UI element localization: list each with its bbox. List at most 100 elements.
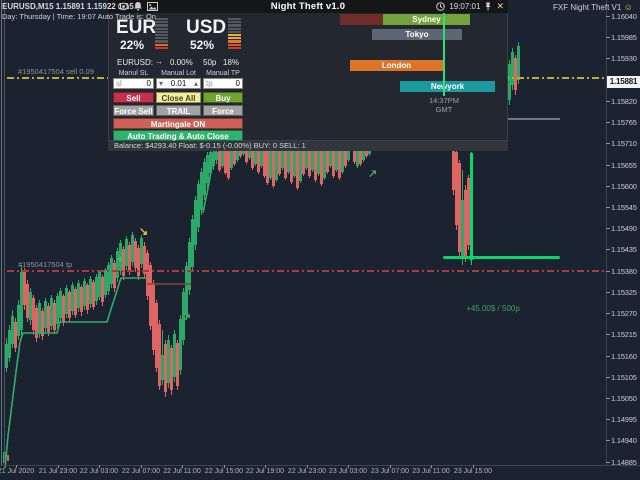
candle-body: [245, 150, 248, 162]
candle-body: [224, 150, 227, 173]
meter-segment: [228, 43, 241, 46]
image-icon[interactable]: [147, 2, 158, 11]
symbol-spread: 50p: [203, 58, 217, 67]
sl-input[interactable]: sl 0: [113, 78, 154, 89]
current-price-badge: 1.15881: [607, 76, 640, 88]
profit-target-label: +45.00$ / 500p: [466, 304, 520, 313]
time-tick-label: 22 Jul 19:00: [245, 468, 285, 475]
sell-button[interactable]: Sell: [113, 92, 154, 103]
candle-body: [137, 248, 140, 276]
candle-body: [263, 150, 266, 176]
candle-body: [341, 150, 344, 172]
mini-candle-marker2: [7, 455, 9, 461]
session-newyork[interactable]: Newyork: [400, 81, 495, 92]
meter-segment: [155, 27, 168, 30]
force-sell-button[interactable]: Force Sell: [113, 105, 154, 116]
buy-button[interactable]: Buy: [203, 92, 243, 103]
trail-button[interactable]: TRAIL: [156, 105, 201, 116]
price-tick: [606, 398, 610, 399]
price-tick: [606, 419, 610, 420]
tp-input[interactable]: tp 0: [203, 78, 243, 89]
eye-icon[interactable]: [118, 2, 129, 11]
candle-body: [170, 348, 173, 390]
time-tick-label: 22 Jul 15:00: [204, 468, 244, 475]
price-tick-label: 1.15490: [611, 224, 637, 233]
candle-body: [458, 163, 461, 252]
price-tick: [606, 58, 610, 59]
time-tick-label: 22 Jul 11:00: [163, 468, 201, 475]
price-tick: [606, 462, 610, 463]
meter-segment: [228, 27, 241, 30]
gray-level-line[interactable]: [505, 118, 560, 120]
bell-icon[interactable]: [134, 2, 142, 11]
session-tokyo[interactable]: Tokyo: [372, 29, 462, 40]
meter-segment: [228, 24, 241, 27]
ea-panel: EUR 22% USD 52% EURUSD: → 0.00% 50p 18% …: [108, 13, 508, 141]
meter-segment: [228, 18, 241, 21]
candle-body: [173, 334, 176, 377]
candle-body: [344, 150, 347, 166]
manual-lot-label: Manual Lot: [161, 70, 196, 77]
candle-body: [347, 150, 350, 160]
time-tick-label: 21 Jul 2020: [0, 468, 35, 475]
candle-body: [155, 303, 158, 368]
price-tick: [606, 37, 610, 38]
sl-value: 0: [146, 79, 151, 88]
meter-segment: [155, 46, 168, 49]
time-tick-label: 21 Jul 23:00: [38, 468, 78, 475]
candle-body: [146, 253, 149, 296]
candle-body: [464, 190, 467, 256]
candle-body: [311, 150, 314, 170]
candle-body: [185, 266, 188, 315]
candle-body: [194, 200, 197, 245]
candle-body: [251, 150, 254, 168]
session-sydney[interactable]: Sydney: [383, 14, 470, 25]
session-london[interactable]: London: [350, 60, 443, 71]
candle-body: [314, 150, 317, 180]
support-level-line[interactable]: [443, 256, 560, 259]
close-icon[interactable]: ✕: [496, 1, 504, 11]
session-stub[interactable]: [340, 14, 383, 25]
usd-strength: 52%: [190, 38, 215, 52]
signal-arrow-icon: ↘: [139, 226, 149, 238]
price-tick-label: 1.15270: [611, 309, 637, 318]
time-tick: [265, 465, 266, 468]
time-tick: [58, 465, 59, 468]
force-buy-button[interactable]: Force Buy: [203, 105, 243, 127]
candle-body: [305, 150, 308, 168]
take-profit-line[interactable]: [7, 270, 606, 272]
pin-icon[interactable]: [484, 2, 492, 11]
martingale-button[interactable]: Martingale ON: [113, 118, 243, 129]
close-all-button[interactable]: Close All: [156, 92, 201, 103]
symbol-ohlc-text: EURUSD,M15 1.15891 1.15922 1.15: [2, 2, 134, 11]
candle-body: [332, 150, 335, 176]
price-tick-label: 1.15160: [611, 352, 637, 361]
candle-body: [152, 283, 155, 350]
candle-body: [257, 150, 260, 172]
candle-body: [452, 150, 455, 190]
usd-strength-meter: [228, 18, 241, 49]
candle-body: [113, 263, 116, 288]
candle-body: [122, 249, 125, 276]
candle-body: [514, 58, 517, 90]
auto-trading-button[interactable]: Auto Trading & Auto Close: [113, 130, 243, 141]
price-tick: [606, 101, 610, 102]
candle-body: [323, 150, 326, 178]
candle-body: [317, 150, 320, 174]
candle-body: [128, 245, 131, 271]
lot-increase-icon[interactable]: ▴: [193, 79, 198, 88]
signal-arrow-icon: +: [117, 254, 124, 266]
panel-titlebar[interactable]: Night Theft v1.0 19:07:01 ✕: [108, 0, 508, 13]
price-tick-label: 1.15820: [611, 97, 637, 106]
candle-body: [197, 184, 200, 227]
candle-body: [266, 150, 269, 183]
candle-body: [287, 150, 290, 172]
ea-name-text: FXF Night Theft V1: [553, 3, 622, 12]
candle-body: [215, 152, 218, 160]
lot-decrease-icon[interactable]: ▾: [159, 79, 164, 88]
candle-body: [221, 150, 224, 166]
time-tick: [390, 465, 391, 468]
time-tick: [431, 465, 432, 468]
lot-stepper[interactable]: ▾ 0.01 ▴: [156, 78, 201, 89]
price-tick-label: 1.15765: [611, 118, 637, 127]
